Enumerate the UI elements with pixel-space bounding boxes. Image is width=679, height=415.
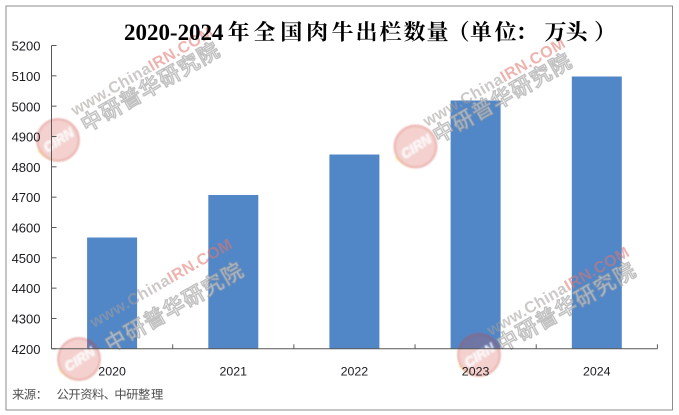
- svg-text:2024: 2024: [583, 364, 611, 378]
- svg-text:2020-2024: 2020-2024: [124, 20, 224, 45]
- svg-text:4600: 4600: [12, 221, 41, 236]
- svg-text:4900: 4900: [12, 130, 41, 145]
- svg-text:4700: 4700: [12, 190, 41, 205]
- svg-text:2023: 2023: [462, 364, 490, 378]
- svg-text:2022: 2022: [341, 364, 369, 378]
- svg-text:5200: 5200: [12, 39, 41, 54]
- svg-text:5000: 5000: [12, 99, 41, 114]
- svg-text:4500: 4500: [12, 251, 41, 266]
- svg-text:2021: 2021: [220, 364, 248, 378]
- svg-text:4200: 4200: [12, 342, 41, 357]
- svg-text:4800: 4800: [12, 160, 41, 175]
- svg-text:5100: 5100: [12, 69, 41, 84]
- svg-text:4400: 4400: [12, 281, 41, 296]
- svg-text:4300: 4300: [12, 312, 41, 327]
- svg-text:2020: 2020: [98, 364, 126, 378]
